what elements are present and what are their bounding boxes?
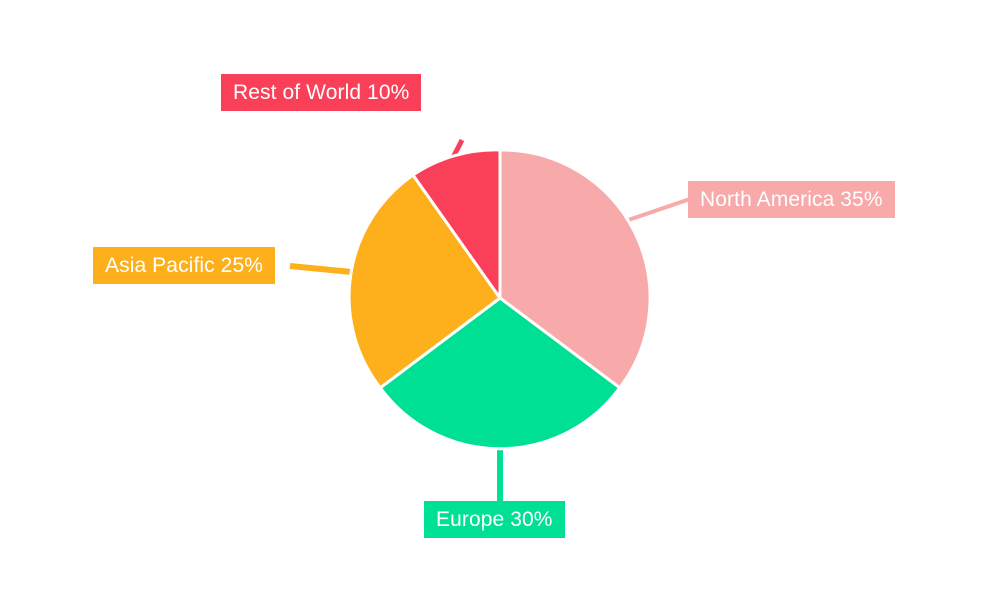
pie-slices	[347, 148, 652, 451]
pie-label-europe-text: Europe 30%	[436, 508, 553, 531]
pie-slice-europe[interactable]	[378, 296, 622, 451]
pie-label-europe[interactable]: Europe 30%	[424, 501, 565, 538]
pie-label-asia-pacific[interactable]: Asia Pacific 25%	[93, 247, 276, 284]
pie-label-north-america[interactable]: North America 35%	[688, 181, 895, 218]
pie-label-asia-pacific-text: Asia Pacific 25%	[105, 254, 264, 277]
pie-label-rest-of-world-text: Rest of World 10%	[233, 81, 410, 104]
pie-label-north-america-text: North America 35%	[700, 188, 883, 211]
pie-slice-asia-pacific[interactable]	[347, 173, 502, 390]
pie-slice-rest-of-world[interactable]	[411, 148, 502, 300]
pie-slice-north-america[interactable]	[498, 148, 652, 390]
pie-label-rest-of-world[interactable]: Rest of World 10%	[221, 74, 422, 111]
